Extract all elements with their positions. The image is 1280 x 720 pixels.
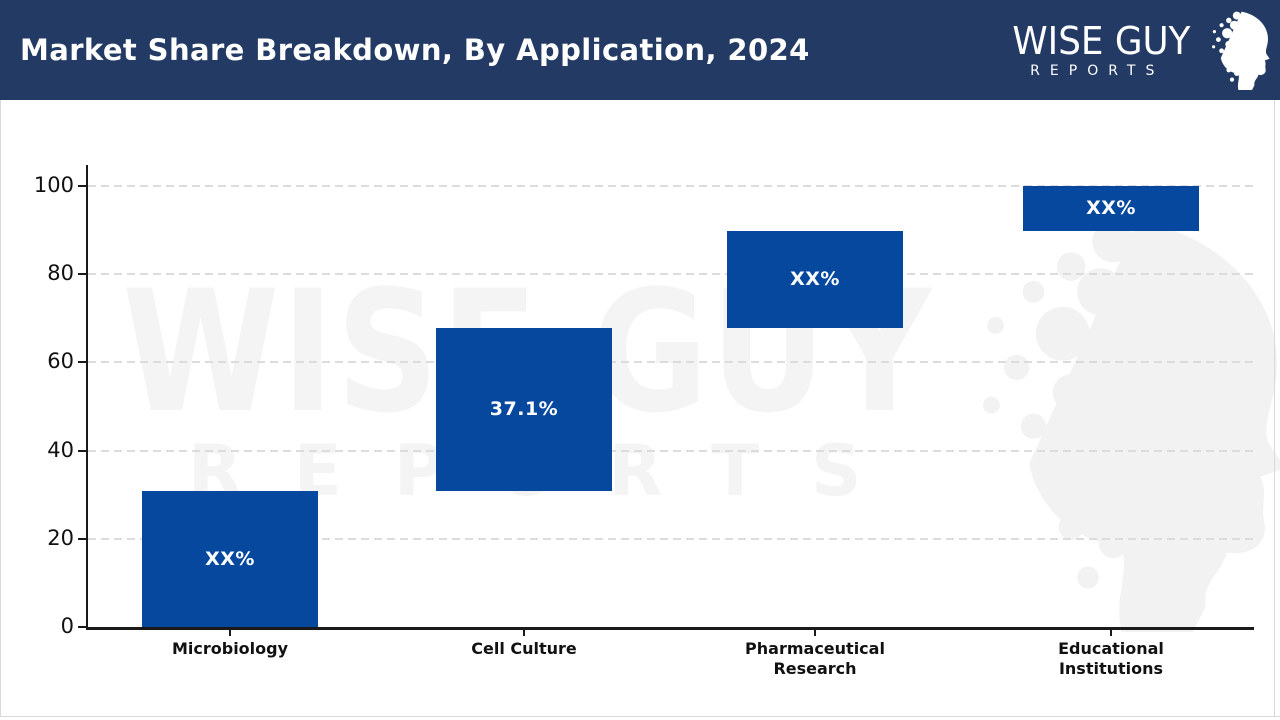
waterfall-chart: 0 20 40 60 80 100 XX% Microbiology 37.1% Cell Cul… — [0, 100, 1280, 720]
brand-logo: WISE GUY REPORTS — [1001, 0, 1272, 100]
brand-subname: REPORTS — [1030, 62, 1165, 79]
bar-value-label: XX% — [790, 268, 840, 291]
gridline — [88, 361, 1254, 364]
x-axis-line — [86, 627, 1254, 630]
bar: 37.1% — [436, 327, 612, 492]
brand-logo-text: WISE GUY REPORTS — [1001, 22, 1190, 79]
x-category-label: Pharmaceutical Research — [745, 639, 885, 678]
y-tick-label: 100 — [33, 173, 74, 197]
page-title: Market Share Breakdown, By Application, … — [20, 33, 810, 67]
bar: XX% — [1023, 186, 1199, 231]
y-tick-label: 40 — [47, 437, 74, 462]
x-tick-mark — [1110, 628, 1112, 636]
gridline — [88, 273, 1254, 276]
y-tick-mark — [78, 273, 86, 276]
x-tick-mark — [229, 628, 231, 636]
frame-border-right — [1274, 100, 1275, 717]
bar: XX% — [727, 230, 903, 328]
x-tick-mark — [814, 628, 816, 636]
header-band: Market Share Breakdown, By Application, … — [0, 0, 1280, 100]
bar-value-label: XX% — [1086, 197, 1136, 220]
gridline — [88, 185, 1254, 187]
brand-name: WISE GUY — [1011, 18, 1190, 63]
x-tick-mark — [523, 628, 525, 636]
x-category-label: Educational Institutions — [1058, 639, 1164, 678]
y-tick-mark — [78, 185, 86, 187]
y-tick-label: 20 — [47, 525, 74, 550]
y-axis-line — [86, 165, 88, 629]
x-category-label: Cell Culture — [471, 639, 577, 658]
gridline — [88, 537, 1254, 540]
y-tick-label: 0 — [60, 614, 74, 638]
bar: XX% — [142, 491, 318, 627]
y-tick-mark — [78, 361, 86, 364]
frame-border-left — [0, 100, 1, 717]
bar-value-label: XX% — [205, 548, 255, 571]
frame-border-bottom — [0, 716, 1280, 717]
brand-head-icon — [1212, 11, 1270, 91]
y-tick-mark — [78, 537, 86, 540]
y-tick-mark — [78, 626, 86, 628]
watermark-head-icon — [983, 220, 1280, 632]
bar-value-label: 37.1% — [489, 398, 559, 421]
gridline — [88, 449, 1254, 452]
x-category-label: Microbiology — [171, 639, 289, 658]
y-tick-mark — [78, 449, 86, 452]
y-tick-label: 80 — [47, 261, 74, 286]
y-tick-label: 60 — [47, 349, 74, 374]
